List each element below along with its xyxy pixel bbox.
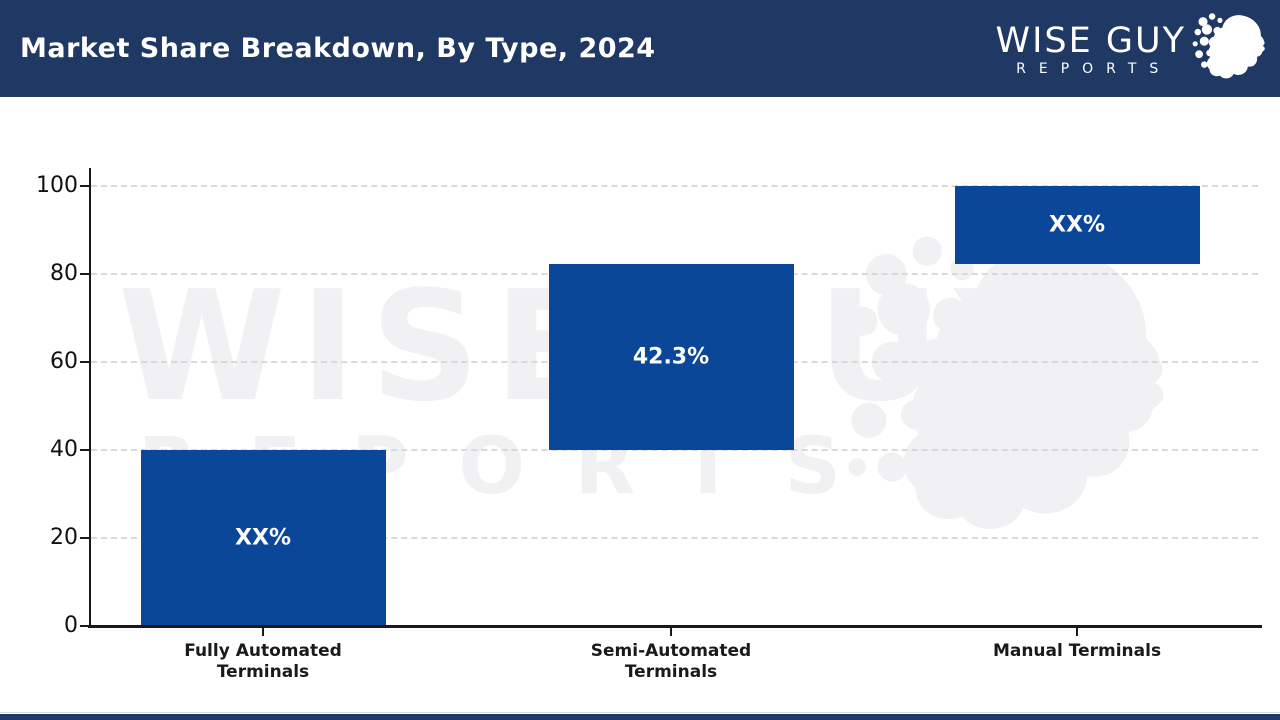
y-tick-label-100: 100 xyxy=(36,173,78,198)
face-silhouette-icon xyxy=(839,236,1164,530)
gridline-40 xyxy=(91,449,1258,451)
logo-face-icon xyxy=(1192,13,1265,79)
logo-reports-text: REPORTS xyxy=(1016,60,1172,77)
bar-segment-2 xyxy=(954,186,1200,264)
y-tick-mark-0 xyxy=(80,625,89,627)
logo-wordmark: WISE GUY xyxy=(995,20,1186,61)
x-tick-mark-1 xyxy=(670,628,672,636)
y-tick-label-40: 40 xyxy=(50,437,78,462)
x-category-label-0: Fully Automated Terminals xyxy=(184,641,342,682)
x-category-label-2: Manual Terminals xyxy=(992,641,1162,661)
bar-value-label-0: XX% xyxy=(235,525,291,551)
y-tick-label-60: 60 xyxy=(50,349,78,374)
y-tick-mark-100 xyxy=(80,185,89,187)
x-category-label-1: Semi-Automated Terminals xyxy=(590,641,752,682)
brand-logo: WISE GUY REPORTS xyxy=(995,6,1268,92)
y-tick-mark-40 xyxy=(80,449,89,451)
x-tick-mark-0 xyxy=(262,628,264,636)
y-tick-label-80: 80 xyxy=(50,261,78,286)
gridline-20 xyxy=(91,537,1258,539)
y-tick-mark-60 xyxy=(80,361,89,363)
y-tick-label-20: 20 xyxy=(50,525,78,550)
gridline-100 xyxy=(91,185,1258,187)
footer-brand-strip xyxy=(0,714,1280,720)
y-tick-mark-80 xyxy=(80,273,89,275)
y-tick-label-0: 0 xyxy=(64,613,78,638)
bar-segment-1 xyxy=(548,263,794,450)
x-axis-line xyxy=(88,625,1262,628)
header-bar: Market Share Breakdown, By Type, 2024 WI… xyxy=(0,0,1280,97)
footer-divider xyxy=(0,712,1280,713)
watermark-face-logo xyxy=(828,222,1178,576)
bar-value-label-1: 42.3% xyxy=(632,344,710,370)
bar-value-label-2: XX% xyxy=(1049,212,1105,238)
bar-segment-0 xyxy=(140,450,386,626)
x-tick-mark-2 xyxy=(1076,628,1078,636)
y-axis-line xyxy=(89,168,91,627)
page-title: Market Share Breakdown, By Type, 2024 xyxy=(20,33,656,64)
y-tick-mark-20 xyxy=(80,537,89,539)
